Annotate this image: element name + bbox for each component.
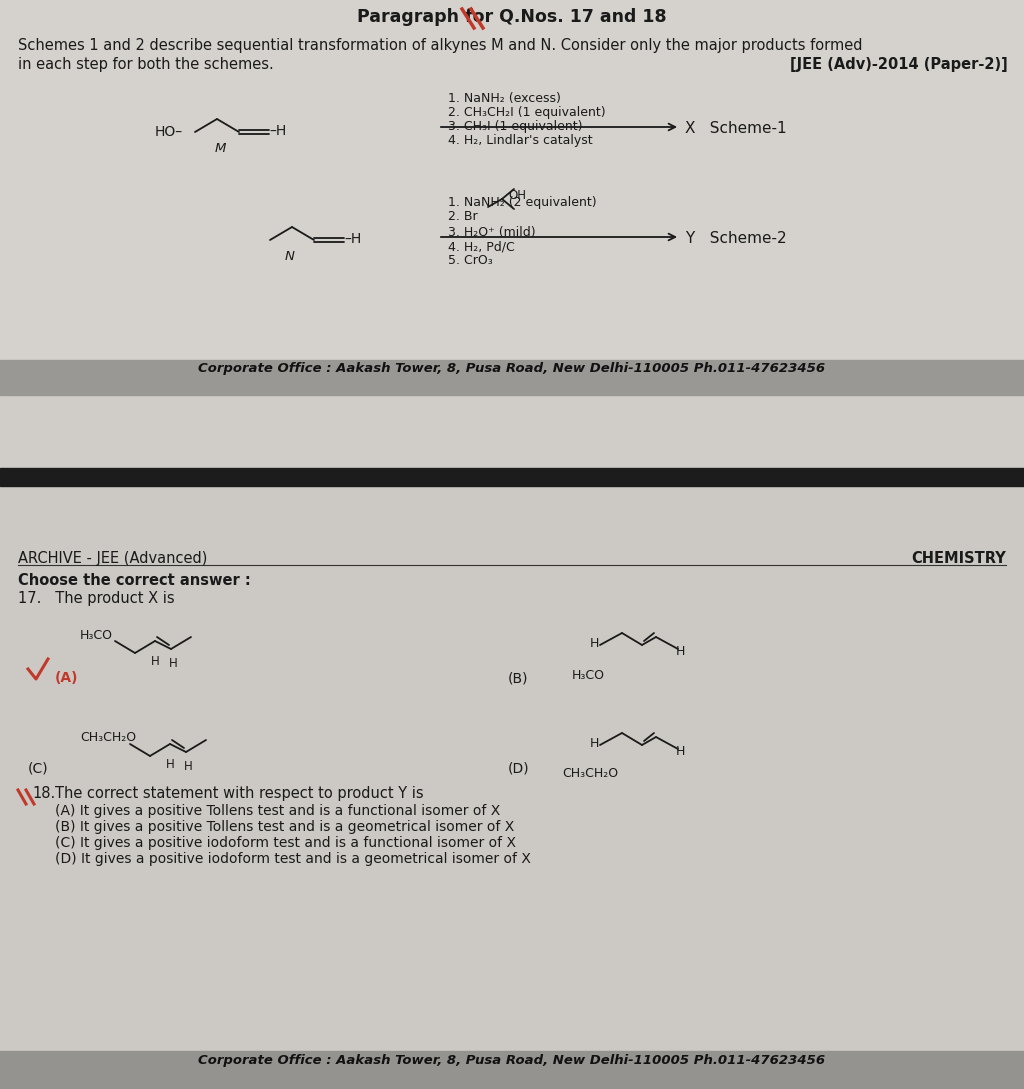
Text: X: X bbox=[685, 121, 695, 136]
Bar bbox=[0, 468, 1024, 486]
Text: CHEMISTRY: CHEMISTRY bbox=[911, 551, 1006, 566]
Text: Schemes 1 and 2 describe sequential transformation of alkynes M and N. Consider : Schemes 1 and 2 describe sequential tran… bbox=[18, 38, 862, 53]
Text: Paragraph for Q.Nos. 17 and 18: Paragraph for Q.Nos. 17 and 18 bbox=[357, 8, 667, 26]
Text: M: M bbox=[214, 142, 225, 155]
Text: H: H bbox=[590, 737, 599, 750]
Bar bbox=[0, 0, 1024, 395]
Text: H: H bbox=[676, 745, 685, 758]
Bar bbox=[0, 395, 1024, 468]
Text: (D) It gives a positive iodoform test and is a geometrical isomer of X: (D) It gives a positive iodoform test an… bbox=[55, 852, 530, 866]
Text: OH: OH bbox=[508, 189, 526, 201]
Text: 5. CrO₃: 5. CrO₃ bbox=[449, 254, 493, 267]
Text: H: H bbox=[676, 645, 685, 658]
Text: CH₃CH₂O: CH₃CH₂O bbox=[562, 767, 618, 780]
Text: 1. NaNH₂ (2 equivalent): 1. NaNH₂ (2 equivalent) bbox=[449, 196, 597, 209]
Text: H: H bbox=[169, 657, 178, 670]
Text: 4. H₂, Lindlar's catalyst: 4. H₂, Lindlar's catalyst bbox=[449, 134, 593, 147]
Text: HO–: HO– bbox=[155, 125, 183, 139]
Text: H₃CO: H₃CO bbox=[80, 629, 113, 643]
Text: H: H bbox=[166, 758, 175, 771]
Text: [JEE (Adv)-2014 (Paper-2)]: [JEE (Adv)-2014 (Paper-2)] bbox=[791, 57, 1008, 72]
Text: H: H bbox=[590, 637, 599, 650]
Text: (C): (C) bbox=[28, 761, 48, 775]
Text: N: N bbox=[285, 250, 295, 264]
Text: (B): (B) bbox=[508, 671, 528, 685]
Text: H: H bbox=[151, 654, 160, 668]
Text: ARCHIVE - JEE (Advanced): ARCHIVE - JEE (Advanced) bbox=[18, 551, 208, 566]
Text: Corporate Office : Aakash Tower, 8, Pusa Road, New Delhi-110005 Ph.011-47623456: Corporate Office : Aakash Tower, 8, Pusa… bbox=[199, 362, 825, 375]
Text: 3. H₂O⁺ (mild): 3. H₂O⁺ (mild) bbox=[449, 227, 536, 238]
Text: 17.   The product X is: 17. The product X is bbox=[18, 591, 175, 605]
Text: Scheme-1: Scheme-1 bbox=[700, 121, 786, 136]
Text: H₃CO: H₃CO bbox=[572, 669, 605, 682]
Text: (D): (D) bbox=[508, 761, 529, 775]
Text: The correct statement with respect to product Y is: The correct statement with respect to pr… bbox=[55, 786, 424, 802]
Text: 2. CH₃CH₂I (1 equivalent): 2. CH₃CH₂I (1 equivalent) bbox=[449, 106, 605, 119]
Text: 4. H₂, Pd/C: 4. H₂, Pd/C bbox=[449, 240, 515, 253]
Text: H: H bbox=[184, 760, 193, 773]
Text: Y: Y bbox=[685, 231, 694, 246]
Text: Scheme-2: Scheme-2 bbox=[700, 231, 786, 246]
Text: (A) It gives a positive Tollens test and is a functional isomer of X: (A) It gives a positive Tollens test and… bbox=[55, 804, 501, 818]
Text: 18.: 18. bbox=[32, 786, 55, 802]
Text: Choose the correct answer :: Choose the correct answer : bbox=[18, 573, 251, 588]
Text: (C) It gives a positive iodoform test and is a functional isomer of X: (C) It gives a positive iodoform test an… bbox=[55, 836, 516, 851]
Text: (A): (A) bbox=[55, 671, 79, 685]
Bar bbox=[0, 486, 1024, 1089]
Bar bbox=[0, 1051, 1024, 1089]
Text: (B) It gives a positive Tollens test and is a geometrical isomer of X: (B) It gives a positive Tollens test and… bbox=[55, 820, 514, 834]
Bar bbox=[0, 360, 1024, 395]
Text: –H: –H bbox=[269, 124, 287, 138]
Text: Corporate Office : Aakash Tower, 8, Pusa Road, New Delhi-110005 Ph.011-47623456: Corporate Office : Aakash Tower, 8, Pusa… bbox=[199, 1054, 825, 1067]
Text: 3. CH₃I (1 equivalent): 3. CH₃I (1 equivalent) bbox=[449, 120, 583, 133]
Text: –H: –H bbox=[344, 232, 361, 246]
Text: in each step for both the schemes.: in each step for both the schemes. bbox=[18, 57, 273, 72]
Text: 2. Br: 2. Br bbox=[449, 210, 477, 223]
Text: CH₃CH₂O: CH₃CH₂O bbox=[80, 731, 136, 744]
Text: 1. NaNH₂ (excess): 1. NaNH₂ (excess) bbox=[449, 91, 561, 105]
